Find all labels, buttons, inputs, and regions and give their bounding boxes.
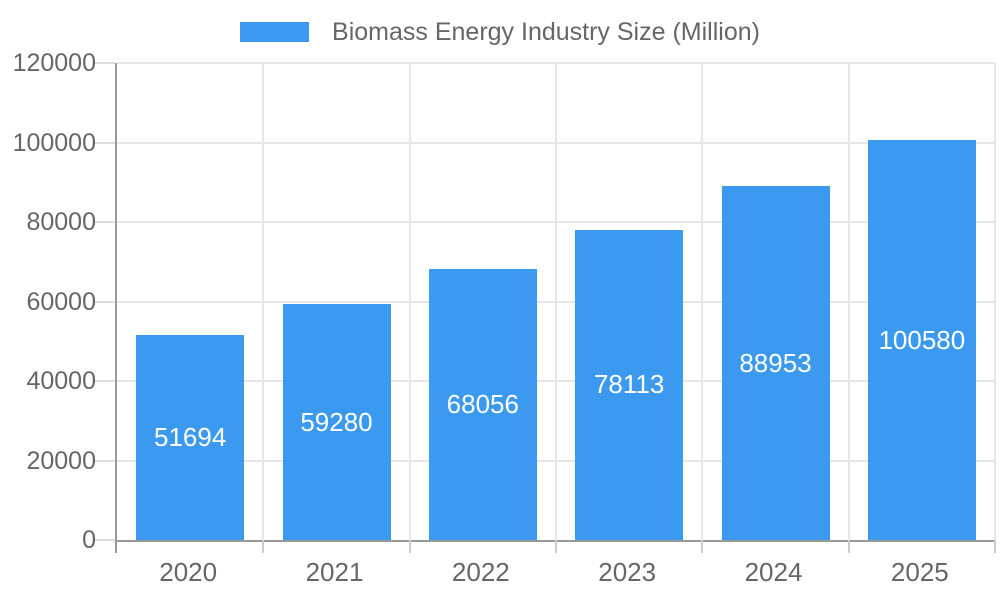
- chart-legend[interactable]: Biomass Energy Industry Size (Million): [0, 17, 1000, 47]
- bar-2023[interactable]: 78113: [575, 229, 684, 540]
- x-gridline: [555, 63, 557, 540]
- y-tick-mark: [95, 62, 115, 64]
- x-tick-mark: [408, 540, 411, 553]
- x-gridline: [408, 63, 411, 540]
- x-gridline: [994, 63, 996, 540]
- bar-value-label: 78113: [593, 369, 665, 400]
- legend-swatch-icon: [240, 22, 310, 42]
- x-axis-tick-label: 2020: [159, 557, 218, 587]
- bar-2020[interactable]: 51694: [136, 334, 245, 540]
- x-axis-tick-label: 2025: [890, 557, 949, 587]
- x-tick-mark: [847, 540, 850, 553]
- x-axis-tick-label: 2024: [744, 557, 803, 587]
- bar-2025[interactable]: 100580: [867, 140, 976, 540]
- x-axis-tick-label: 2021: [305, 557, 364, 587]
- x-axis-tick-label: 2022: [451, 557, 510, 587]
- y-axis-tick-label: 120000: [12, 49, 96, 77]
- x-gridline: [262, 63, 265, 540]
- y-axis-tick-label: 80000: [26, 208, 96, 236]
- bar-value-label: 51694: [154, 421, 227, 452]
- bar-value-label: 88953: [739, 347, 812, 378]
- y-axis-tick-label: 0: [82, 526, 96, 554]
- y-axis-tick-label: 60000: [26, 287, 96, 316]
- y-axis-tick-label: 40000: [26, 367, 96, 395]
- y-tick-mark: [95, 141, 115, 144]
- bar-2022[interactable]: 68056: [428, 269, 537, 540]
- x-gridline: [847, 63, 850, 540]
- y-axis-tick-extension: [115, 540, 117, 553]
- x-tick-mark: [994, 540, 996, 553]
- y-axis-tick-label: 20000: [26, 446, 96, 475]
- bar-2024[interactable]: 88953: [721, 186, 830, 540]
- x-tick-mark: [555, 540, 557, 553]
- y-axis-tick-label: 100000: [12, 128, 96, 157]
- y-tick-mark: [95, 539, 115, 541]
- y-tick-mark: [95, 459, 115, 462]
- x-gridline: [701, 63, 704, 540]
- y-tick-mark: [95, 221, 115, 223]
- bar-value-label: 100580: [878, 324, 966, 355]
- bar-2021[interactable]: 59280: [282, 304, 391, 540]
- y-tick-mark: [95, 380, 115, 382]
- plot-area: 51694 59280 68056 78113 88953 100580: [95, 62, 996, 553]
- x-axis-tick-label: 2023: [598, 557, 657, 587]
- legend-label: Biomass Energy Industry Size (Million): [332, 17, 760, 46]
- y-tick-mark: [95, 300, 115, 303]
- x-tick-mark: [701, 540, 704, 553]
- x-tick-mark: [262, 540, 265, 553]
- bar-value-label: 68056: [446, 389, 519, 420]
- bar-value-label: 59280: [300, 406, 373, 437]
